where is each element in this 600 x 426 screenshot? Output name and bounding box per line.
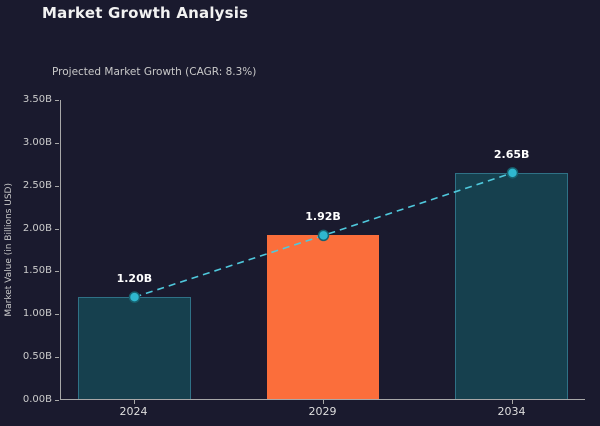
chart-subtitle: Projected Market Growth (CAGR: 8.3%) bbox=[52, 66, 257, 78]
y-tick-label: 2.00B bbox=[22, 222, 52, 234]
y-tick-label: 1.00B bbox=[22, 308, 52, 320]
y-tick-mark bbox=[55, 142, 59, 144]
x-tick-mark bbox=[133, 400, 135, 404]
y-tick-label: 0.00B bbox=[22, 394, 52, 405]
y-tick-mark bbox=[55, 100, 59, 101]
y-tick-mark bbox=[55, 185, 59, 187]
y-tick-label: 3.50B bbox=[22, 94, 52, 105]
y-tick-label: 1.50B bbox=[22, 265, 52, 277]
y-tick-mark bbox=[55, 228, 59, 230]
x-tick-mark bbox=[511, 400, 513, 404]
bar-2029 bbox=[266, 234, 380, 399]
x-tick-label-2034: 2034 bbox=[497, 405, 526, 418]
bar-2024 bbox=[78, 296, 191, 399]
y-tick-mark bbox=[55, 357, 59, 359]
x-tick-mark bbox=[322, 400, 324, 404]
y-tick-label: 0.50B bbox=[22, 351, 52, 363]
y-axis-label: Market Value (in Billions USD) bbox=[4, 183, 14, 317]
x-tick-label-2024: 2024 bbox=[119, 405, 148, 418]
plot-area: 1.20B 1.92B 2.65B bbox=[60, 100, 585, 400]
value-label-2029: 1.92B bbox=[305, 209, 341, 223]
y-tick-mark bbox=[55, 314, 59, 316]
value-label-2024: 1.20B bbox=[116, 271, 153, 285]
y-tick-mark bbox=[55, 271, 59, 273]
value-label-2034: 2.65B bbox=[493, 147, 530, 161]
y-tick-label: 2.50B bbox=[22, 179, 52, 191]
chart-title: Market Growth Analysis bbox=[42, 4, 249, 22]
x-tick-label-2029: 2029 bbox=[308, 405, 337, 418]
y-tick-label: 3.00B bbox=[22, 136, 52, 148]
y-tick-mark bbox=[55, 400, 59, 401]
bar-2034 bbox=[455, 172, 568, 399]
